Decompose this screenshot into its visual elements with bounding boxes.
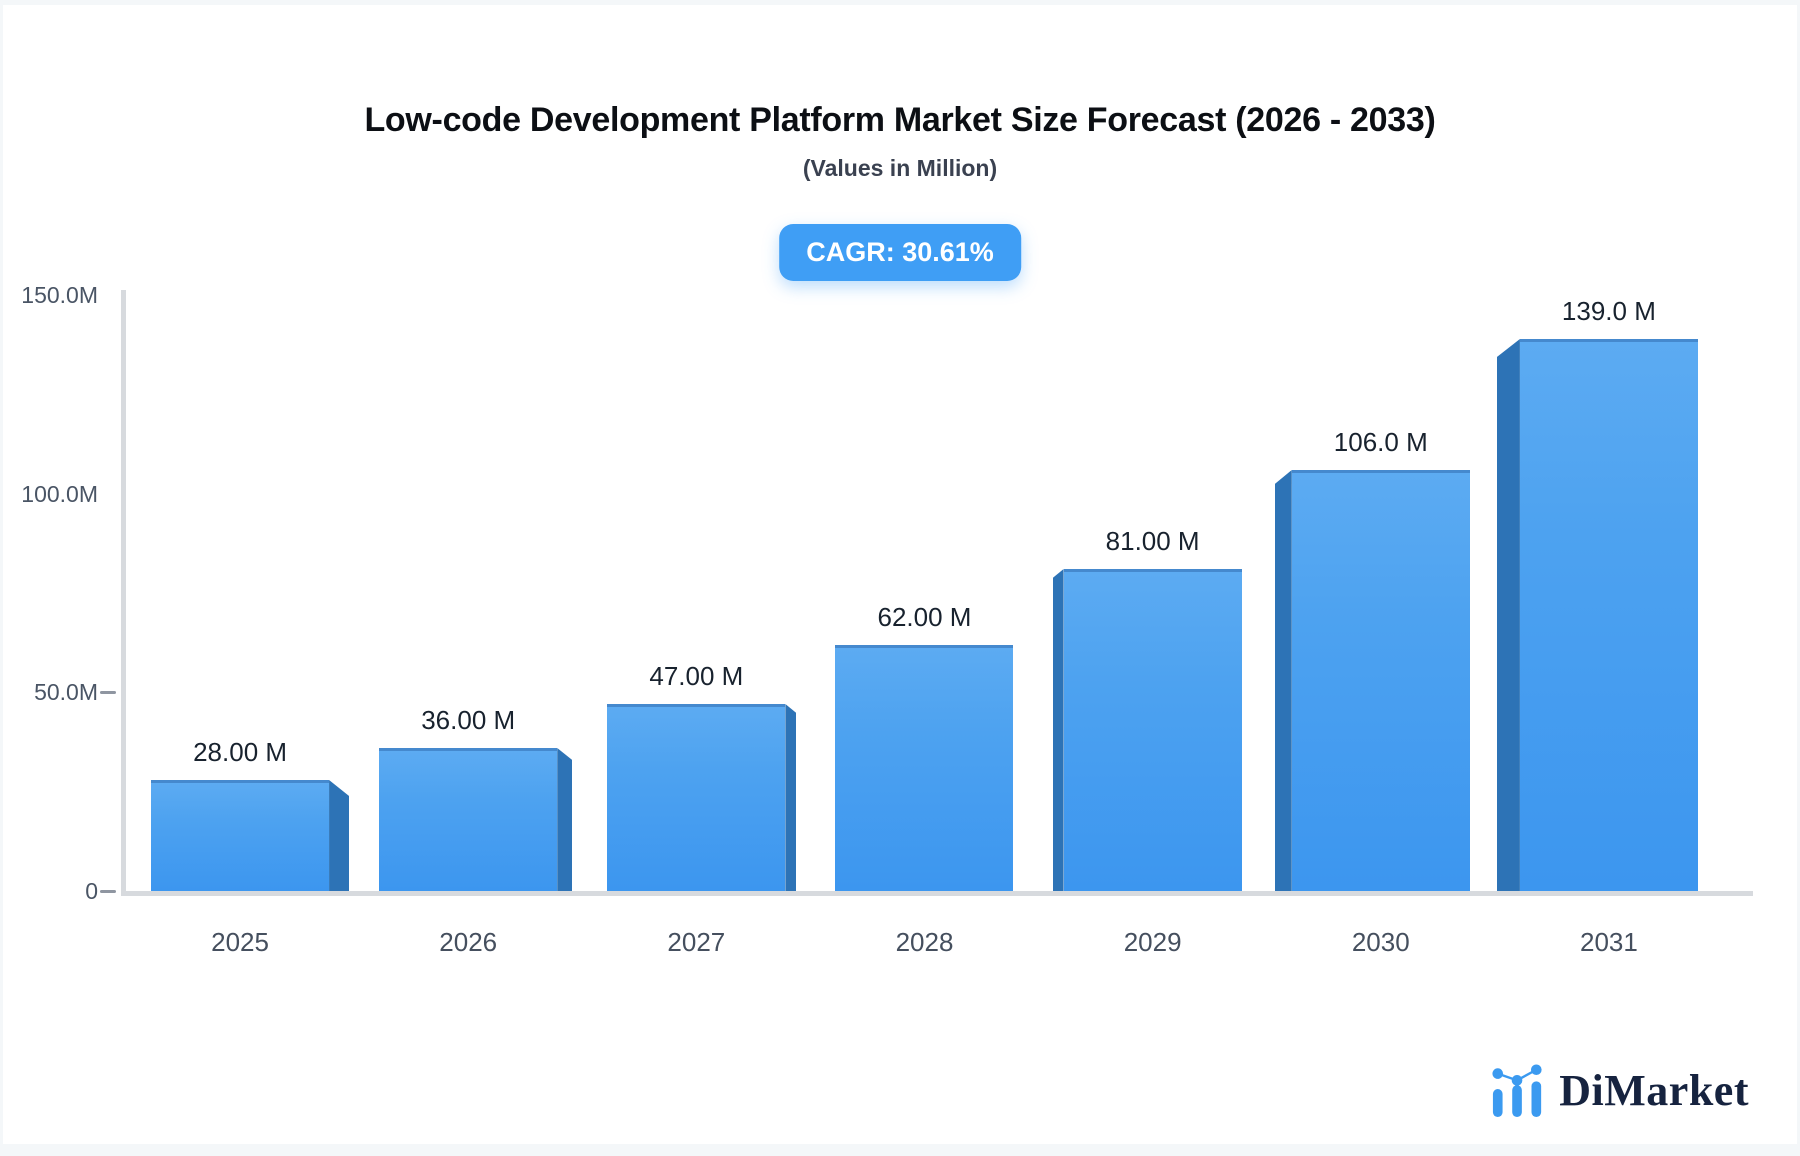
bar-2030 bbox=[1274, 470, 1470, 891]
bar-side-face bbox=[1274, 470, 1292, 891]
bar-group-2027: 47.00 M bbox=[582, 295, 810, 891]
x-tick-label: 2025 bbox=[211, 927, 269, 957]
y-tick-label: 150.0M bbox=[21, 282, 98, 308]
bar-group-2029: 81.00 M bbox=[1039, 295, 1267, 891]
bar-group-2030: 106.0 M bbox=[1267, 295, 1495, 891]
x-tick-label: 2031 bbox=[1579, 927, 1638, 957]
x-tick-label: 2027 bbox=[667, 927, 726, 957]
bar-group-2028: 62.00 M bbox=[810, 295, 1038, 891]
bar-2031 bbox=[1496, 339, 1698, 891]
bar-value-label: 47.00 M bbox=[649, 661, 744, 691]
chart-card: Low-code Development Platform Market Siz… bbox=[3, 5, 1797, 1144]
plot-area: 28.00 M 36.00 M 47.00 M 62.00 M 81.00 M 106.0… bbox=[126, 295, 1723, 891]
y-axis-line bbox=[121, 290, 126, 891]
y-tick-label: 100.0M bbox=[21, 480, 98, 507]
y-tick-label: 0 bbox=[85, 878, 98, 904]
bar-side-face bbox=[785, 704, 797, 891]
chart-title: Low-code Development Platform Market Siz… bbox=[364, 101, 1436, 139]
x-tick-label: 2030 bbox=[1351, 927, 1410, 957]
brand-logo: DiMarket bbox=[1491, 1063, 1749, 1117]
logo-text: DiMarket bbox=[1559, 1065, 1749, 1115]
bar-2028 bbox=[835, 645, 1014, 891]
bar-value-label: 106.0 M bbox=[1333, 427, 1428, 457]
bar-2027 bbox=[607, 704, 797, 891]
bar-value-label: 36.00 M bbox=[421, 705, 516, 735]
bar-group-2031: 139.0 M bbox=[1495, 295, 1723, 891]
y-tick-label: 50.0M bbox=[34, 679, 98, 706]
bar-2026 bbox=[379, 748, 573, 891]
bar-value-label: 139.0 M bbox=[1561, 296, 1656, 326]
bar-group-2025: 28.00 M bbox=[126, 295, 354, 891]
x-tick-label: 2029 bbox=[1123, 927, 1182, 957]
bar-group-2026: 36.00 M bbox=[354, 295, 582, 891]
chart-canvas: Low-code Development Platform Market Siz… bbox=[3, 5, 1797, 1144]
y-tick-mark bbox=[100, 690, 116, 694]
bar-side-face bbox=[1496, 339, 1520, 891]
bar-side-face bbox=[329, 780, 350, 891]
chart-subtitle: (Values in Million) bbox=[802, 155, 998, 181]
x-axis-labels: 2025 2026 2027 2028 2029 2030 2031 bbox=[126, 927, 1723, 958]
bar-value-label: 81.00 M bbox=[1105, 526, 1200, 556]
x-tick-label: 2026 bbox=[439, 927, 498, 957]
bar-side-face bbox=[557, 748, 573, 891]
x-axis-baseline bbox=[121, 891, 1753, 896]
bar-value-label: 28.00 M bbox=[193, 737, 288, 767]
bar-2025 bbox=[151, 780, 350, 891]
mini-bar-chart-icon bbox=[1492, 1064, 1542, 1117]
cagr-badge: CAGR: 30.61% bbox=[779, 224, 1021, 281]
bar-2029 bbox=[1052, 569, 1242, 891]
x-tick-label: 2028 bbox=[895, 927, 954, 957]
y-tick-mark bbox=[100, 889, 116, 893]
bar-value-label: 62.00 M bbox=[877, 602, 972, 632]
bar-side-face bbox=[1052, 569, 1064, 891]
